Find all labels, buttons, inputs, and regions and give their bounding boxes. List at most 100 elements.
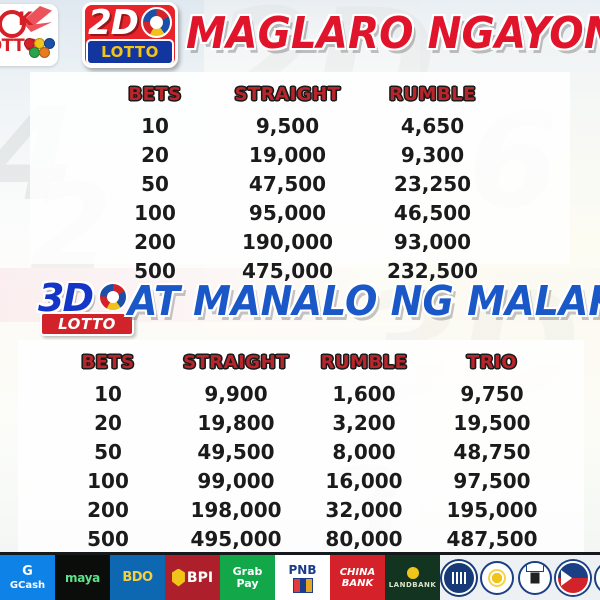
seal-cap-icon <box>526 562 544 572</box>
cell-straight: 9,500 <box>255 113 320 138</box>
grabpay-line2: Pay <box>236 576 259 590</box>
cell-straight: 9,900 <box>204 381 268 406</box>
pnb-label: PNB <box>288 562 317 577</box>
table-row: 100 95,000 46,500 <box>100 198 500 227</box>
cell-bet: 10 <box>94 381 122 406</box>
cell-straight: 19,800 <box>197 410 275 435</box>
chinabank-line2: BANK <box>341 577 374 589</box>
table-row: 200 198,000 32,000 195,000 <box>44 495 556 524</box>
bpi-label: BPI <box>186 569 214 586</box>
sunburst-seal-icon <box>480 560 514 595</box>
cell-bet: 20 <box>141 142 169 167</box>
cell-straight: 99,000 <box>197 468 275 493</box>
table-row: 20 19,000 9,300 <box>100 140 500 169</box>
bdo-label: BDO <box>122 570 153 585</box>
cell-rumble: 3,200 <box>332 410 396 435</box>
table-header-row: BETS STRAIGHT RUMBLE <box>100 84 500 111</box>
seal-navy[interactable] <box>440 555 478 600</box>
column-header-straight: STRAIGHT <box>183 352 289 373</box>
column-header-rumble: RUMBLE <box>389 84 476 105</box>
cell-straight: 49,500 <box>197 439 275 464</box>
cell-trio: 97,500 <box>453 468 531 493</box>
cell-straight: 47,500 <box>248 171 327 196</box>
ok-lotto-letter-k: K <box>18 8 33 30</box>
table-row: 200 190,000 93,000 <box>100 227 500 256</box>
gcash-mark: G <box>22 564 33 579</box>
gcash-label: GCash <box>9 580 46 591</box>
column-header-bets: BETS <box>81 352 135 373</box>
landbank-logo[interactable]: LANDBANK <box>385 555 440 600</box>
table-row: 50 49,500 8,000 48,750 <box>44 437 556 466</box>
cell-trio: 48,750 <box>453 439 531 464</box>
cell-rumble: 23,250 <box>393 171 472 196</box>
cell-rumble: 1,600 <box>332 381 396 406</box>
cell-rumble: 232,500 <box>386 258 479 283</box>
table-header-row: BETS STRAIGHT RUMBLE TRIO <box>44 352 556 379</box>
seal-wave[interactable] <box>592 555 600 600</box>
cell-bet: 200 <box>87 497 129 522</box>
maya-label: maya <box>65 570 100 585</box>
headline-maglaro-ngayon: MAGLARO NGAYON <box>186 8 600 59</box>
cell-bet: 500 <box>134 258 176 283</box>
pcso-seal-icon <box>518 560 552 595</box>
cell-bet: 20 <box>94 410 122 435</box>
seal-flag[interactable] <box>554 555 592 600</box>
maya-logo[interactable]: maya <box>55 555 110 600</box>
bpi-logo[interactable]: BPI <box>165 555 220 600</box>
column-header-trio: TRIO <box>466 352 518 373</box>
cell-bet: 10 <box>141 113 169 138</box>
column-header-bets: BETS <box>128 84 182 105</box>
cell-rumble: 46,500 <box>393 200 472 225</box>
cell-straight: 19,000 <box>248 142 327 167</box>
cell-straight: 198,000 <box>190 497 282 522</box>
cell-rumble: 16,000 <box>325 468 403 493</box>
chinabank-line1: CHINA <box>339 566 376 578</box>
cell-bet: 200 <box>134 229 176 254</box>
cell-trio: 19,500 <box>453 410 531 435</box>
wave-seal-icon <box>594 560 600 595</box>
cell-bet: 100 <box>134 200 176 225</box>
seal-sun[interactable] <box>478 555 516 600</box>
2d-lotto-logo: 2D LOTTO <box>82 2 178 68</box>
2d-logo-game-text: 2D <box>88 3 139 43</box>
pnb-emblem-icon <box>292 577 313 593</box>
cell-straight: 190,000 <box>241 229 334 254</box>
pcso-ball-icon <box>98 282 128 312</box>
2d-logo-lotto-text: LOTTO <box>101 43 159 61</box>
footer-divider-line <box>0 552 600 555</box>
ok-lotto-logo: K LOTTO <box>0 4 58 66</box>
2d-table-panel <box>30 72 570 264</box>
cell-rumble: 9,300 <box>400 142 465 167</box>
landbank-emblem-icon <box>406 566 419 579</box>
table-row: 20 19,800 3,200 19,500 <box>44 408 556 437</box>
landbank-label: LANDBANK <box>388 580 437 589</box>
chinabank-logo[interactable]: CHINA BANK <box>330 555 385 600</box>
government-seal-icon <box>442 560 476 595</box>
seal-pcso[interactable] <box>516 555 554 600</box>
table-row: 50 47,500 23,250 <box>100 169 500 198</box>
pcso-ball-icon <box>141 7 172 38</box>
gcash-logo[interactable]: G GCash <box>0 555 55 600</box>
table-row: 10 9,500 4,650 <box>100 111 500 140</box>
headline-at-manalo-ng-malaki: AT MANALO NG MALAKI! <box>128 277 600 325</box>
3d-lotto-logo: 3D LOTTO <box>38 276 134 336</box>
3d-table-panel <box>18 340 584 552</box>
bdo-logo[interactable]: BDO <box>110 555 165 600</box>
cell-straight: 95,000 <box>248 200 327 225</box>
table-row: 500 475,000 232,500 <box>100 256 500 285</box>
table-row: 100 99,000 16,000 97,500 <box>44 466 556 495</box>
2d-logo-lotto-bar: LOTTO <box>86 39 174 65</box>
cell-rumble: 93,000 <box>393 229 472 254</box>
cell-bet: 50 <box>141 171 169 196</box>
cell-trio: 195,000 <box>446 497 538 522</box>
cell-bet: 100 <box>87 468 129 493</box>
ok-lotto-o-ring-icon <box>0 10 26 38</box>
philippine-flag-seal-icon <box>556 560 590 595</box>
cell-straight: 475,000 <box>241 258 334 283</box>
2d-prize-table: BETS STRAIGHT RUMBLE 10 9,500 4,650 20 1… <box>100 84 500 285</box>
cell-rumble: 32,000 <box>325 497 403 522</box>
cell-straight: 495,000 <box>190 526 282 551</box>
grabpay-logo[interactable]: Grab Pay <box>220 555 275 600</box>
pnb-logo[interactable]: PNB <box>275 555 330 600</box>
